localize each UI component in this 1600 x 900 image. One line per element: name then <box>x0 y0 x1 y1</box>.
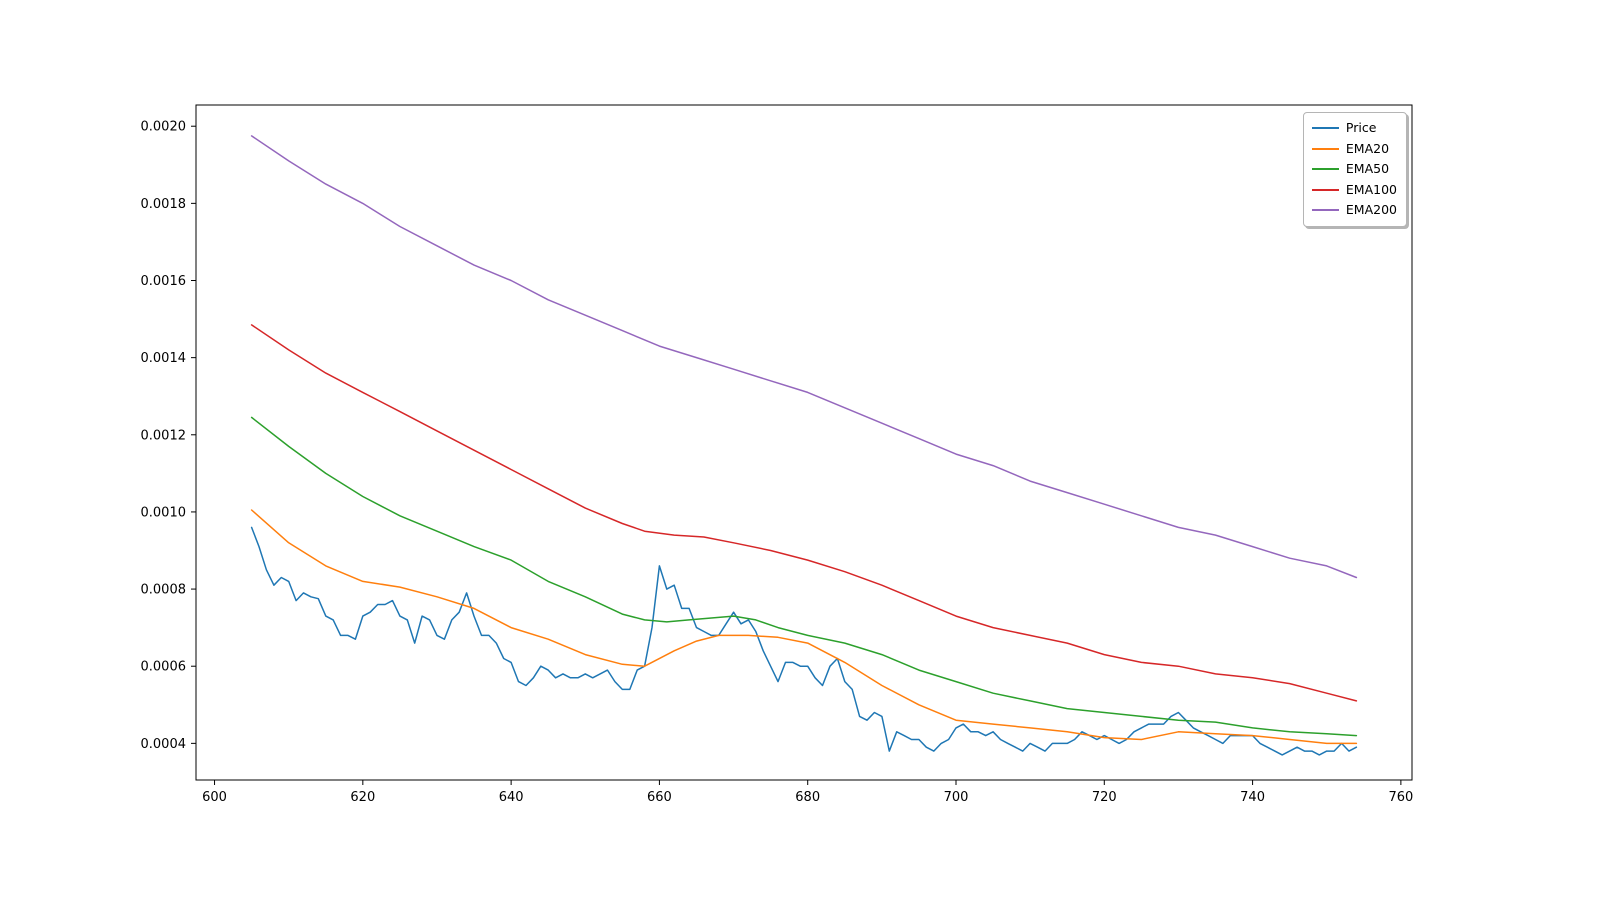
x-tick-label: 720 <box>1092 790 1117 805</box>
series-line-ema100 <box>250 324 1358 702</box>
legend-line-sample-ema20 <box>1311 147 1339 150</box>
plot-border <box>195 104 1413 781</box>
x-tick-label: 740 <box>1240 790 1265 805</box>
x-tick-label: 600 <box>202 790 227 805</box>
legend-label-ema100: EMA100 <box>1345 181 1397 197</box>
legend-label-ema50: EMA50 <box>1345 161 1390 176</box>
x-tick-label: 660 <box>647 790 672 805</box>
y-tick-label: 0.0006 <box>141 660 187 675</box>
y-tick-label: 0.0020 <box>141 120 187 135</box>
x-tick-label: 760 <box>1388 790 1413 805</box>
y-tick-label: 0.0016 <box>141 274 187 289</box>
legend-line-sample-price <box>1311 127 1339 130</box>
legend-item-ema200: EMA200 <box>1311 200 1397 221</box>
series-line-ema50 <box>250 416 1358 737</box>
legend-label-price: Price <box>1345 120 1377 135</box>
series-line-price <box>250 526 1358 756</box>
x-tick-label: 700 <box>944 790 969 805</box>
x-tick-label: 620 <box>350 790 375 805</box>
y-tick-label: 0.0012 <box>141 428 187 443</box>
y-tick-label: 0.0010 <box>141 505 187 520</box>
y-tick-label: 0.0018 <box>141 197 187 212</box>
x-tick-label: 680 <box>795 790 820 805</box>
legend-item-ema20: EMA20 <box>1311 139 1397 160</box>
series-line-ema20 <box>250 509 1358 745</box>
y-tick-label: 0.0014 <box>141 351 187 366</box>
series-line-ema200 <box>250 135 1358 579</box>
legend-label-ema200: EMA200 <box>1345 202 1397 217</box>
legend-label-ema20: EMA20 <box>1345 140 1390 156</box>
x-tick-label: 640 <box>499 790 524 805</box>
y-tick-label: 0.0004 <box>141 737 187 752</box>
legend-item-ema50: EMA50 <box>1311 159 1397 180</box>
legend-line-sample-ema100 <box>1311 188 1339 191</box>
legend-line-sample-ema50 <box>1311 168 1339 171</box>
legend: Price EMA20 EMA50 EMA100 EMA200 <box>1302 112 1407 227</box>
legend-line-sample-ema200 <box>1311 209 1339 212</box>
y-tick-label: 0.0008 <box>141 583 187 598</box>
legend-item-price: Price <box>1311 118 1397 139</box>
legend-item-ema100: EMA100 <box>1311 180 1397 201</box>
